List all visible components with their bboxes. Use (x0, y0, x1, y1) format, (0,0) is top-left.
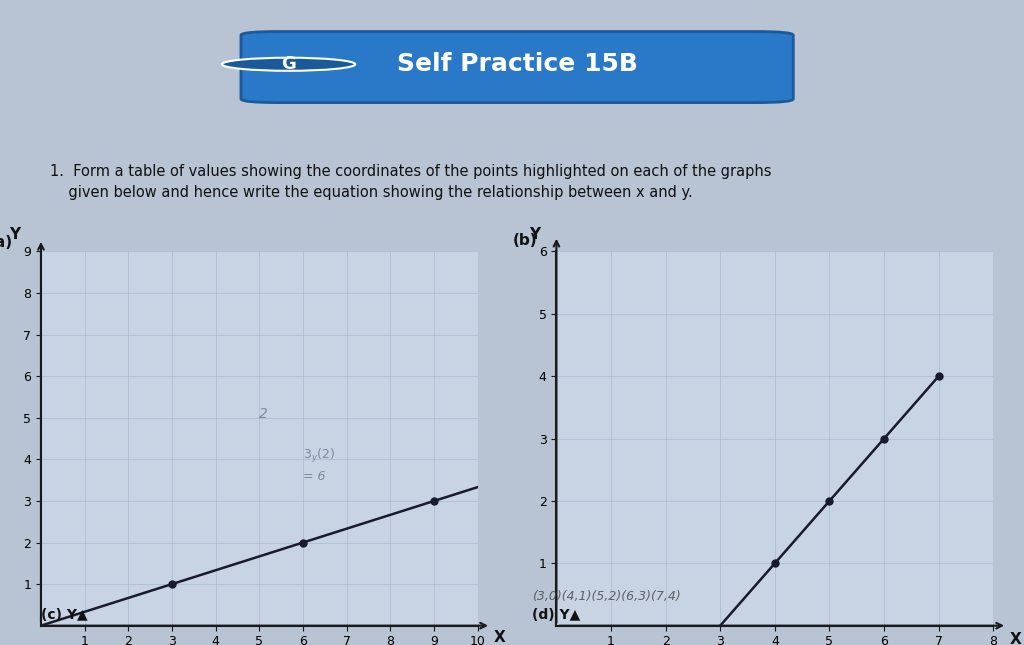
Text: (c) Y▲: (c) Y▲ (41, 608, 88, 622)
Text: (b): (b) (513, 233, 538, 248)
Text: 1.  Form a table of values showing the coordinates of the points highlighted on : 1. Form a table of values showing the co… (50, 164, 772, 200)
Text: (a): (a) (0, 235, 12, 250)
Text: $3_y(2)$: $3_y(2)$ (303, 448, 335, 466)
Text: Self Practice 15B: Self Practice 15B (396, 52, 638, 76)
Text: 2: 2 (259, 407, 268, 421)
Text: X: X (1010, 632, 1021, 645)
Text: X: X (494, 630, 506, 645)
Text: Y: Y (529, 227, 540, 242)
Text: = 6: = 6 (303, 470, 326, 483)
FancyBboxPatch shape (241, 32, 794, 103)
Text: G: G (282, 55, 296, 74)
Circle shape (222, 57, 355, 71)
Text: (d) Y▲: (d) Y▲ (532, 608, 581, 622)
Text: Y: Y (9, 227, 20, 242)
Text: (3,0)(4,1)(5,2)(6,3)(7,4): (3,0)(4,1)(5,2)(6,3)(7,4) (532, 590, 681, 603)
